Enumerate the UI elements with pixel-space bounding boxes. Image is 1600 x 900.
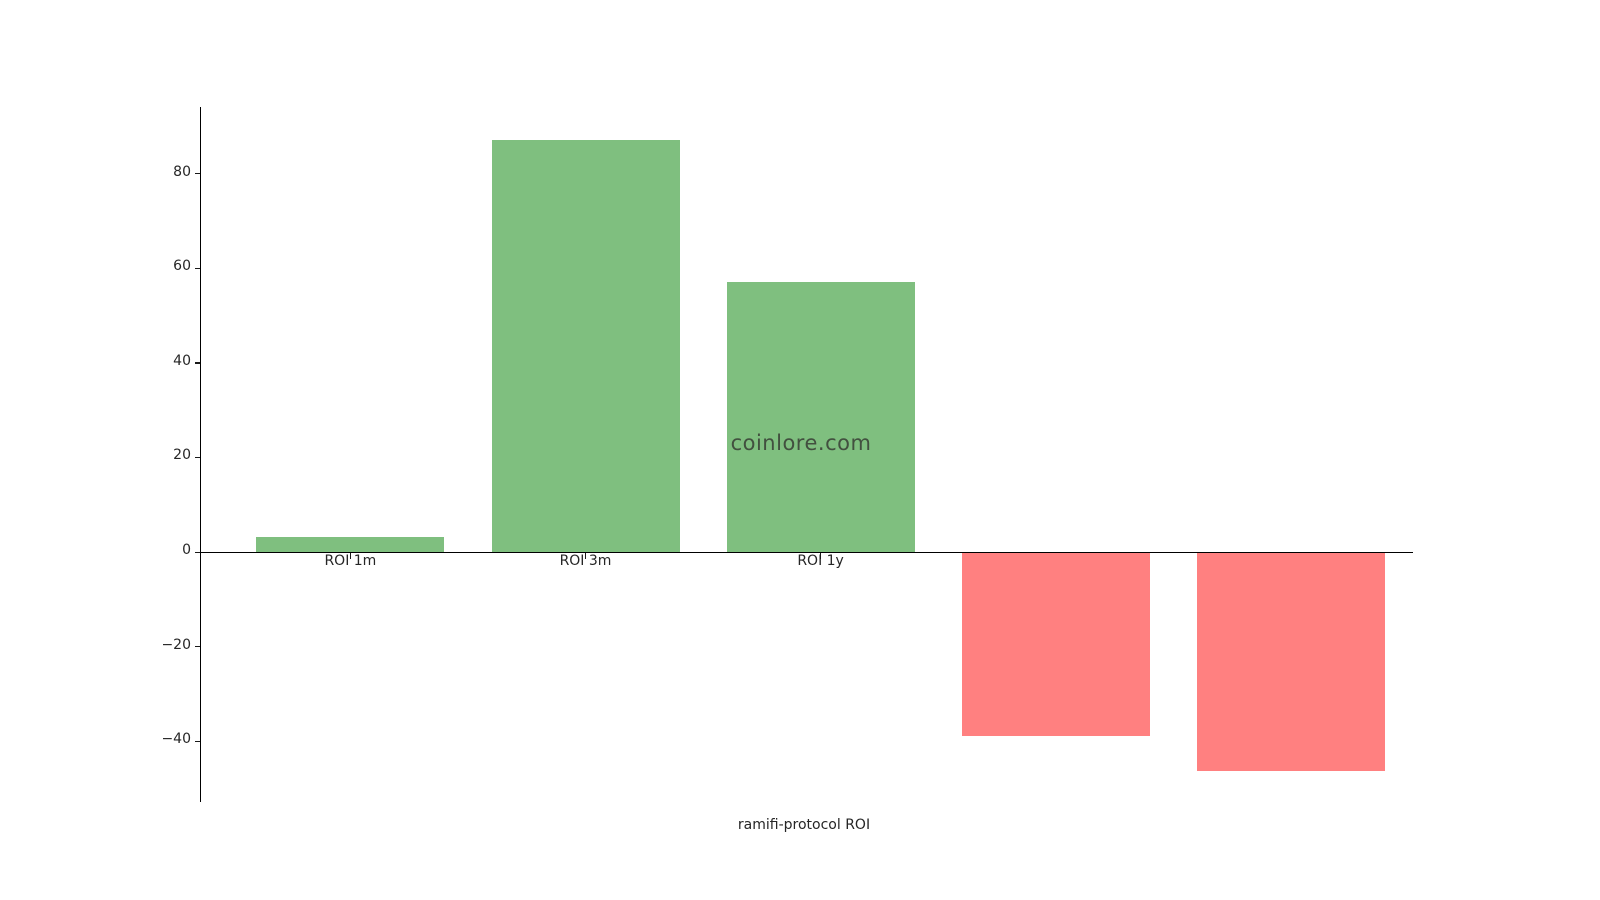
y-tick bbox=[195, 362, 200, 364]
x-axis-line bbox=[200, 552, 1413, 553]
y-tick-label: 20 bbox=[173, 447, 191, 464]
watermark-text: coinlore.com bbox=[730, 431, 872, 455]
x-tick bbox=[819, 553, 822, 559]
y-tick-label: −40 bbox=[161, 731, 191, 748]
y-axis-spine bbox=[200, 107, 201, 802]
bar-roi-3m bbox=[491, 139, 680, 552]
y-tick-label: −20 bbox=[161, 636, 191, 653]
x-tick bbox=[584, 553, 587, 559]
x-tick-label: ROI 3m bbox=[559, 553, 612, 569]
bar-neg-4 bbox=[1196, 553, 1385, 771]
chart-title: ramifi-protocol ROI bbox=[737, 817, 871, 833]
y-tick bbox=[195, 456, 200, 459]
x-tick bbox=[349, 553, 352, 559]
y-tick bbox=[195, 173, 200, 175]
y-tick-label: 60 bbox=[173, 258, 191, 275]
bar-roi-1y bbox=[726, 282, 915, 552]
x-tick-label: ROI 1m bbox=[324, 553, 377, 569]
y-tick bbox=[195, 267, 200, 270]
y-tick-label: 80 bbox=[173, 163, 191, 180]
x-tick-label: ROI 1y bbox=[797, 553, 844, 569]
bar-neg-3 bbox=[961, 553, 1150, 736]
bar-roi-1m bbox=[256, 536, 445, 552]
y-tick bbox=[195, 551, 200, 553]
y-tick bbox=[195, 740, 200, 743]
y-tick-label: 40 bbox=[173, 352, 191, 369]
y-tick-label: 0 bbox=[182, 542, 191, 558]
y-tick bbox=[195, 646, 200, 648]
